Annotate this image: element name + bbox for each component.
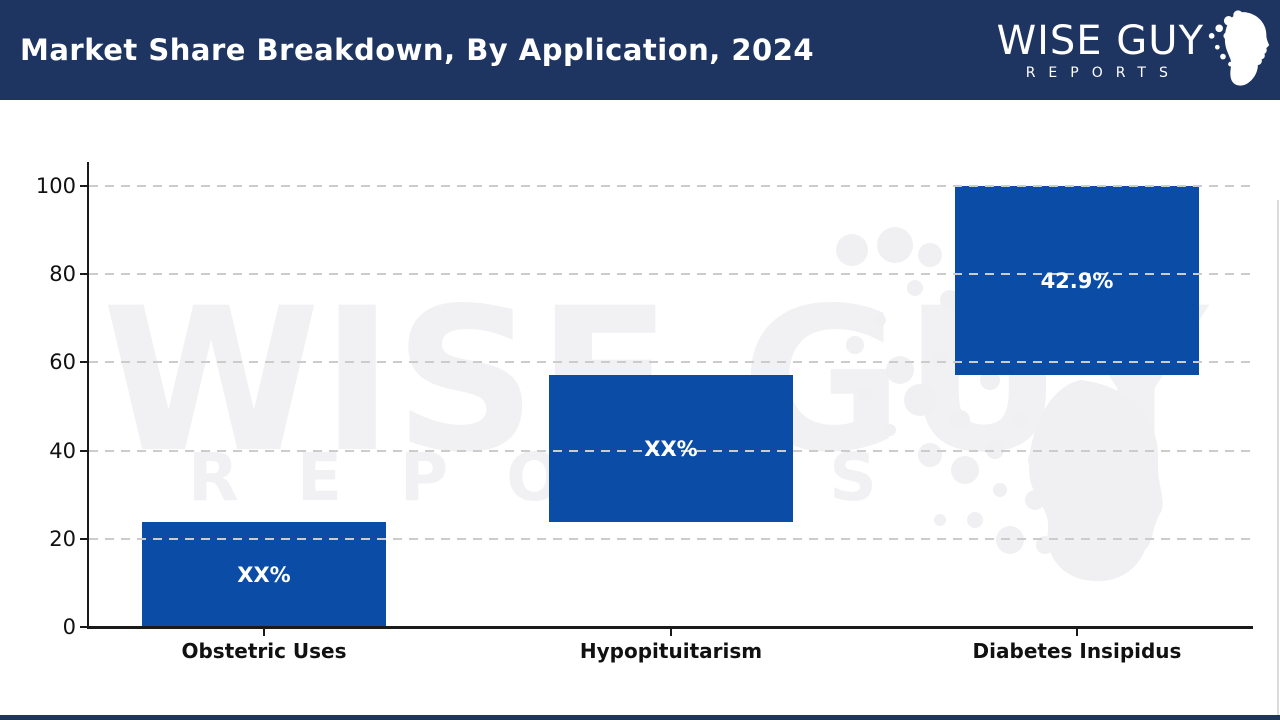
x-tick [1076, 629, 1078, 636]
bar-label-layer: XX% XX% 42.9% [0, 100, 1280, 715]
gridline-60 [89, 361, 1253, 364]
bar-value-label: XX% [237, 562, 291, 587]
y-tick-label: 60 [49, 350, 76, 375]
wise-guy-reports-logo: WISE GUY REPORTS [997, 8, 1272, 92]
y-tick-label: 80 [49, 262, 76, 287]
gridline-100 [89, 185, 1253, 187]
bar-segment [955, 186, 1199, 376]
logo-wordmark: WISE GUY [996, 17, 1204, 64]
logo-text: WISE GUY REPORTS [997, 20, 1204, 81]
gridline-80 [89, 273, 1253, 276]
y-tick-label: 100 [35, 174, 76, 198]
x-tick [263, 629, 265, 636]
y-tick [80, 361, 88, 364]
plot-canvas: WISE GUY REPORTS [0, 100, 1280, 720]
axis-layer: 0 20 40 60 80 100 Obstetric Uses Hypopituitaris… [0, 100, 1280, 715]
y-tick [80, 273, 88, 276]
gridline-20 [89, 537, 1253, 540]
bar-value-label: XX% [644, 436, 698, 461]
bar-value-label: 42.9% [1040, 268, 1114, 293]
logo-subtitle: REPORTS [1025, 64, 1181, 81]
grid-layer [0, 100, 1280, 715]
x-axis-spine [87, 626, 1253, 629]
x-category-label: Diabetes Insipidus [972, 639, 1182, 663]
y-tick [80, 185, 88, 187]
header-band: Market Share Breakdown, By Application, … [0, 0, 1280, 100]
y-tick [80, 537, 88, 540]
y-tick [80, 626, 88, 628]
right-edge-line [1277, 200, 1279, 720]
y-axis-spine [87, 162, 89, 629]
x-tick [670, 629, 672, 636]
y-tick-label: 20 [49, 526, 76, 551]
y-tick [80, 449, 88, 452]
y-tick-label: 0 [62, 615, 76, 639]
x-category-label: Obstetric Uses [181, 639, 347, 663]
gridline-40 [89, 449, 1253, 452]
bar-segment [549, 375, 793, 523]
head-profile-icon [1208, 10, 1270, 86]
chart-title: Market Share Breakdown, By Application, … [20, 33, 815, 67]
y-tick-label: 40 [49, 438, 76, 463]
x-category-label: Hypopituitarism [579, 639, 763, 663]
footer-bar [0, 715, 1280, 720]
